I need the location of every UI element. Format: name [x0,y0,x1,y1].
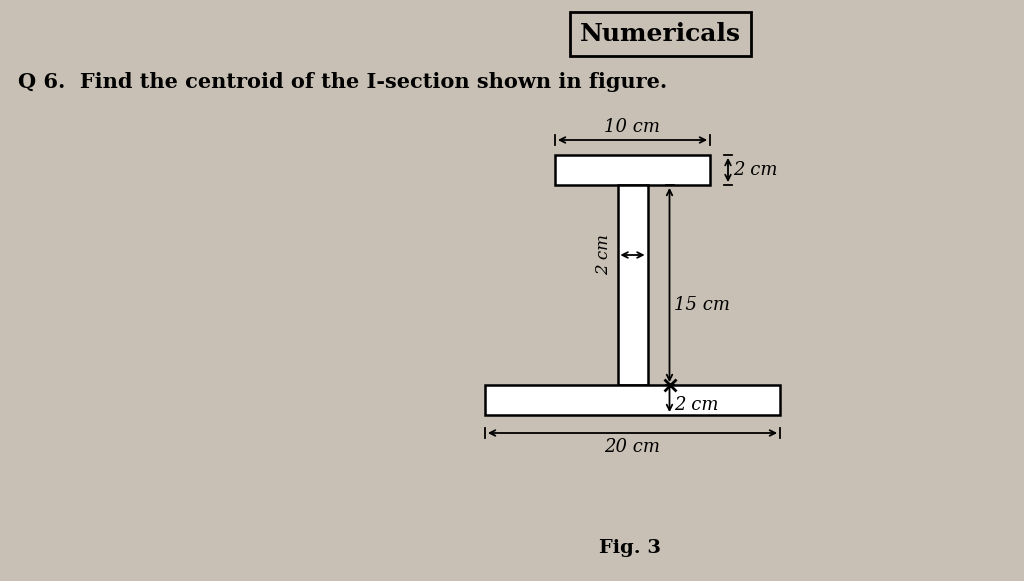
Bar [555,155,710,185]
Text: Fig. 3: Fig. 3 [599,539,662,557]
Text: 2 cm: 2 cm [675,396,719,414]
Text: 2 cm: 2 cm [595,235,612,275]
Text: 10 cm: 10 cm [604,118,660,136]
Text: Numericals: Numericals [580,22,740,46]
Bar [485,385,780,415]
Text: 15 cm: 15 cm [675,296,730,314]
Text: Q 6.  Find the centroid of the I-section shown in figure.: Q 6. Find the centroid of the I-section … [18,72,668,92]
Text: 2 cm: 2 cm [733,161,777,179]
Bar [617,185,647,385]
Text: 20 cm: 20 cm [604,438,660,456]
